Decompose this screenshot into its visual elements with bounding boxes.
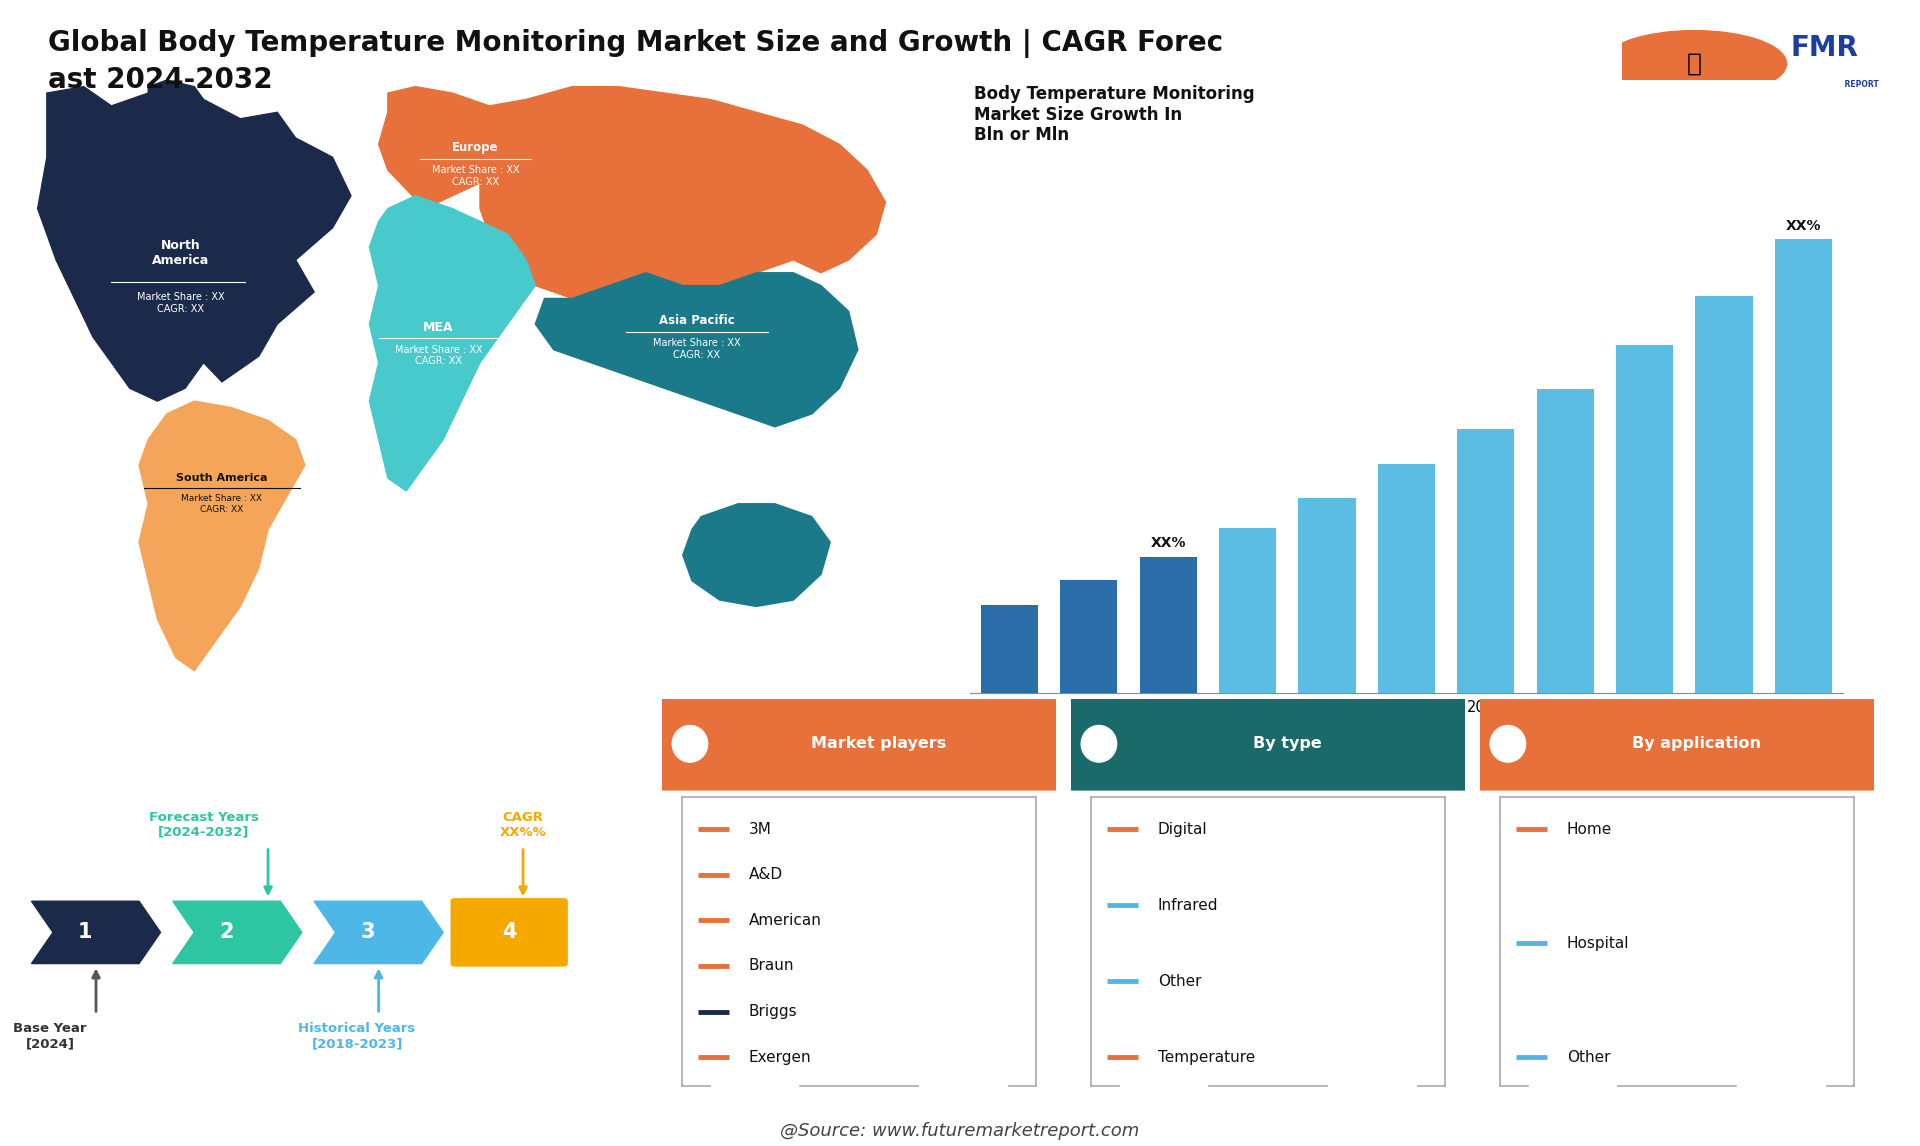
Text: Market Share : XX
CAGR: XX: Market Share : XX CAGR: XX bbox=[182, 494, 263, 513]
Text: Body Temperature Monitoring
Market Size Growth In
Bln or Mln: Body Temperature Monitoring Market Size … bbox=[973, 85, 1254, 144]
Polygon shape bbox=[684, 504, 829, 606]
Text: ast 2024-2032: ast 2024-2032 bbox=[48, 66, 273, 94]
Text: American: American bbox=[749, 913, 822, 928]
Text: Temperature: Temperature bbox=[1158, 1050, 1256, 1065]
Text: Market Share : XX
CAGR: XX: Market Share : XX CAGR: XX bbox=[432, 165, 518, 187]
Text: Hospital: Hospital bbox=[1567, 935, 1630, 951]
Text: Home: Home bbox=[1567, 822, 1613, 837]
Text: Market Share : XX
CAGR: XX: Market Share : XX CAGR: XX bbox=[396, 345, 482, 367]
Circle shape bbox=[672, 725, 708, 762]
Text: Base Year
[2024]: Base Year [2024] bbox=[13, 1022, 86, 1050]
Text: Market Share : XX
CAGR: XX: Market Share : XX CAGR: XX bbox=[136, 292, 225, 314]
Text: 3: 3 bbox=[361, 923, 374, 942]
Text: 4: 4 bbox=[501, 923, 516, 942]
Circle shape bbox=[1601, 31, 1786, 96]
Bar bbox=[1617, 345, 1672, 693]
Text: South America: South America bbox=[177, 473, 267, 484]
Text: 2: 2 bbox=[219, 923, 234, 942]
Text: Historical Years
[2018-2023]: Historical Years [2018-2023] bbox=[298, 1022, 417, 1050]
Text: North
America: North America bbox=[152, 240, 209, 267]
Polygon shape bbox=[148, 80, 204, 112]
Bar bbox=[1298, 497, 1356, 693]
Bar bbox=[1774, 240, 1832, 693]
Text: FUTURE MARKET REPORT: FUTURE MARKET REPORT bbox=[1768, 80, 1880, 88]
Text: Digital: Digital bbox=[1158, 822, 1208, 837]
Circle shape bbox=[1490, 725, 1526, 762]
Text: By type: By type bbox=[1254, 737, 1323, 752]
Polygon shape bbox=[315, 901, 444, 964]
Bar bbox=[981, 605, 1039, 693]
Polygon shape bbox=[480, 87, 885, 298]
Text: Europe: Europe bbox=[451, 141, 499, 154]
Text: Other: Other bbox=[1158, 974, 1202, 989]
Polygon shape bbox=[38, 87, 351, 401]
Text: Other: Other bbox=[1567, 1050, 1611, 1065]
Text: Market Share : XX
CAGR: XX: Market Share : XX CAGR: XX bbox=[653, 338, 741, 360]
Polygon shape bbox=[378, 87, 572, 209]
Text: A&D: A&D bbox=[749, 868, 783, 882]
Bar bbox=[1695, 297, 1753, 693]
Text: Asia Pacific: Asia Pacific bbox=[659, 314, 735, 328]
Bar bbox=[1219, 527, 1277, 693]
Polygon shape bbox=[536, 273, 858, 426]
Polygon shape bbox=[369, 196, 536, 490]
FancyBboxPatch shape bbox=[653, 697, 1066, 791]
Text: Forecast Years
[2024-2032]: Forecast Years [2024-2032] bbox=[148, 811, 259, 839]
Text: 1: 1 bbox=[79, 923, 92, 942]
Text: CAGR
XX%%: CAGR XX%% bbox=[499, 811, 547, 839]
Text: Global Body Temperature Monitoring Market Size and Growth | CAGR Forec: Global Body Temperature Monitoring Marke… bbox=[48, 29, 1223, 57]
Text: @Source: www.futuremarketreport.com: @Source: www.futuremarketreport.com bbox=[780, 1122, 1140, 1140]
Polygon shape bbox=[173, 901, 301, 964]
Polygon shape bbox=[31, 901, 161, 964]
FancyBboxPatch shape bbox=[1062, 697, 1475, 791]
Text: Exergen: Exergen bbox=[749, 1050, 812, 1065]
Bar bbox=[1379, 464, 1434, 693]
Text: 3M: 3M bbox=[749, 822, 772, 837]
Text: Briggs: Briggs bbox=[749, 1004, 797, 1019]
Circle shape bbox=[1081, 725, 1117, 762]
Polygon shape bbox=[138, 401, 305, 670]
Text: FMR: FMR bbox=[1789, 34, 1859, 62]
Text: MEA: MEA bbox=[422, 321, 453, 333]
FancyBboxPatch shape bbox=[1471, 697, 1884, 791]
Bar bbox=[1536, 390, 1594, 693]
Text: Braun: Braun bbox=[749, 958, 795, 973]
Text: Infrared: Infrared bbox=[1158, 897, 1219, 912]
Text: 🏃: 🏃 bbox=[1688, 52, 1701, 76]
Text: By application: By application bbox=[1632, 737, 1761, 752]
FancyBboxPatch shape bbox=[451, 898, 568, 967]
Bar bbox=[1060, 581, 1117, 693]
Text: XX%: XX% bbox=[1786, 219, 1822, 233]
Bar bbox=[1457, 429, 1515, 693]
Text: XX%: XX% bbox=[1150, 536, 1187, 550]
Bar bbox=[1140, 557, 1196, 693]
Text: Market players: Market players bbox=[812, 737, 947, 752]
